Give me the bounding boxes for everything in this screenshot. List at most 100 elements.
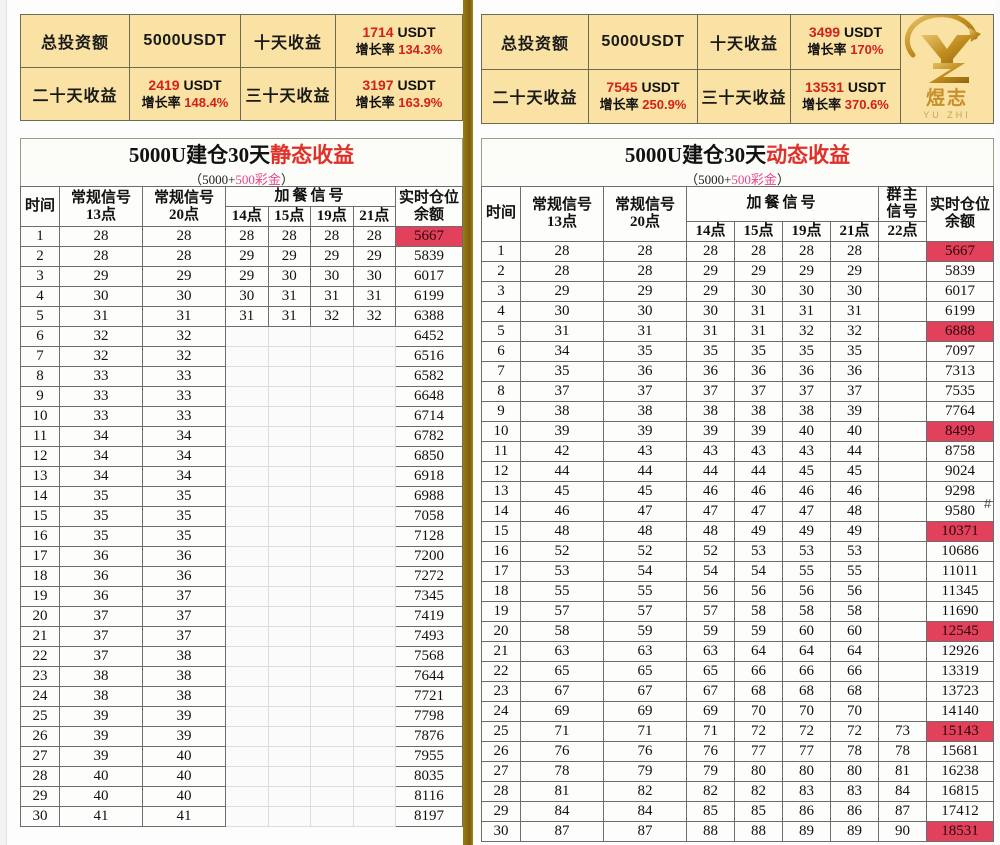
cell-extra-21 xyxy=(352,466,396,487)
cell-regular-20: 30 xyxy=(142,286,226,307)
summary-row-top-dyn: 总投资额 5000USDT 十天收益 3499 USDT 增长率 170% xyxy=(481,14,994,124)
cell-balance: 5667 xyxy=(395,226,463,247)
table-row: 10 39 39 39 39 40 40 8499 xyxy=(481,420,994,442)
table-row: 1 28 28 28 28 28 28 5667 xyxy=(481,240,994,262)
cell-extra-15 xyxy=(267,506,311,527)
cell-extra-15 xyxy=(267,386,311,407)
cell-extra-21 xyxy=(352,706,396,727)
day30-rate-dyn: 370.6% xyxy=(844,96,889,112)
cell-extra-15: 28 xyxy=(734,240,783,262)
cell-day: 25 xyxy=(481,720,521,742)
cell-extra-15 xyxy=(267,526,311,547)
cell-owner-22 xyxy=(878,260,927,282)
cell-extra-21: 53 xyxy=(830,540,879,562)
cell-extra-19: 31 xyxy=(782,300,831,322)
cell-extra-15 xyxy=(267,606,311,627)
right-page-edge xyxy=(996,0,1000,845)
cell-balance: 8499 xyxy=(926,420,994,442)
cell-extra-15: 44 xyxy=(734,460,783,482)
cell-day: 4 xyxy=(20,286,60,307)
col-extra-19-header-dyn: 19点 xyxy=(782,220,831,242)
table-row: 12 44 44 44 44 45 45 9024 xyxy=(481,460,994,482)
table-row: 24 69 69 69 70 70 70 14140 xyxy=(481,700,994,722)
cell-extra-15: 31 xyxy=(267,306,311,327)
cell-balance: 6918 xyxy=(395,466,463,487)
cell-balance: 7568 xyxy=(395,646,463,667)
cell-day: 12 xyxy=(20,446,60,467)
cell-day: 13 xyxy=(20,466,60,487)
table-row: 30 87 87 88 88 89 89 90 18531 xyxy=(481,820,994,842)
cell-balance: 6714 xyxy=(395,406,463,427)
cell-day: 2 xyxy=(481,260,521,282)
cell-extra-15: 53 xyxy=(734,540,783,562)
cell-extra-21 xyxy=(352,626,396,647)
table-row: 7 35 36 36 36 36 36 7313 xyxy=(481,360,994,382)
cell-regular-20: 38 xyxy=(142,666,226,687)
cell-regular-20: 38 xyxy=(142,686,226,707)
cell-regular-20: 37 xyxy=(142,586,226,607)
cell-regular-20: 28 xyxy=(142,246,226,267)
col-reg20-line2-dyn: 20点 xyxy=(629,213,660,230)
cell-regular-20: 33 xyxy=(142,406,226,427)
cell-extra-21: 28 xyxy=(352,226,396,247)
cell-extra-15: 39 xyxy=(734,420,783,442)
summary-row-bottom: 二十天收益 2419 USDT 增长率 148.4% 三十天收益 3197 US… xyxy=(20,67,463,121)
cell-extra-21: 45 xyxy=(830,460,879,482)
cell-extra-21: 32 xyxy=(352,306,396,327)
day10-unit: USDT xyxy=(397,23,436,40)
logo-english-text: YU ZHI xyxy=(923,110,971,120)
cell-balance: 6888 xyxy=(926,320,994,342)
cell-balance: 7798 xyxy=(395,706,463,727)
cell-balance: 7313 xyxy=(926,360,994,382)
cell-extra-21 xyxy=(352,406,396,427)
table-row: 11 34 34 6782 xyxy=(20,426,463,447)
cell-day: 6 xyxy=(481,340,521,362)
cell-extra-19: 70 xyxy=(782,700,831,722)
cell-balance: 6582 xyxy=(395,366,463,387)
col-extra-group-header-dyn: 加餐信号 xyxy=(686,186,879,222)
cell-balance: 6648 xyxy=(395,386,463,407)
col-extra-15-header: 15点 xyxy=(267,206,311,227)
cell-regular-13: 52 xyxy=(520,540,604,562)
cell-regular-20: 36 xyxy=(142,566,226,587)
cell-extra-15 xyxy=(267,686,311,707)
table-row: 9 38 38 38 38 38 39 7764 xyxy=(481,400,994,422)
col-reg13-header: 常规信号 13点 xyxy=(59,186,143,227)
cell-extra-15: 35 xyxy=(734,340,783,362)
cell-balance: 5667 xyxy=(926,240,994,262)
col-reg20-header-dyn: 常规信号 20点 xyxy=(603,186,687,242)
cell-extra-14: 54 xyxy=(686,560,735,582)
col-extra-21-header-dyn: 21点 xyxy=(830,220,879,242)
cell-extra-21: 40 xyxy=(830,420,879,442)
day20-rate-label-dyn: 增长率 xyxy=(599,96,639,112)
cell-regular-13: 41 xyxy=(59,806,143,827)
cell-extra-21: 49 xyxy=(830,520,879,542)
title-sub-post-static: ） xyxy=(280,171,294,187)
cell-regular-13: 35 xyxy=(59,506,143,527)
yuzhi-logo: 煜志 YU ZHI xyxy=(903,15,991,120)
cell-balance: 6199 xyxy=(926,300,994,322)
cell-balance: 7493 xyxy=(395,626,463,647)
table-row: 25 39 39 7798 xyxy=(20,706,463,727)
cell-extra-15 xyxy=(267,366,311,387)
cell-balance: 7345 xyxy=(395,586,463,607)
cell-extra-21 xyxy=(352,346,396,367)
cell-owner-22 xyxy=(878,300,927,322)
cell-extra-21: 28 xyxy=(830,240,879,262)
cell-extra-21 xyxy=(352,486,396,507)
cell-day: 30 xyxy=(481,820,521,842)
cell-extra-21: 36 xyxy=(830,360,879,382)
total-invest-label-dyn: 总投资额 xyxy=(481,14,589,70)
cell-extra-21: 46 xyxy=(830,480,879,502)
cell-extra-19: 45 xyxy=(782,460,831,482)
cell-extra-14: 46 xyxy=(686,480,735,502)
cell-day: 23 xyxy=(481,680,521,702)
cell-extra-21 xyxy=(352,586,396,607)
cell-extra-21: 83 xyxy=(830,780,879,802)
cell-regular-20: 28 xyxy=(603,260,687,282)
cell-extra-19 xyxy=(310,586,354,607)
cell-regular-20: 37 xyxy=(142,606,226,627)
col-reg20-line1: 常规信号 xyxy=(153,189,214,206)
title-main-hi-static: 静态收益 xyxy=(270,143,355,167)
title-sub-pre-dyn: （5000+ xyxy=(685,171,732,187)
